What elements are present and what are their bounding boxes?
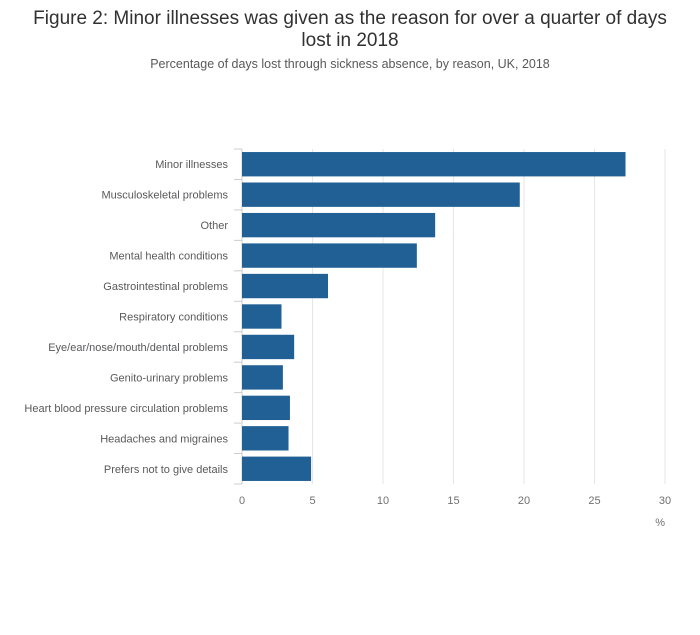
category-label: Respiratory conditions: [119, 312, 228, 324]
bar: [242, 182, 520, 207]
bar: [242, 426, 289, 451]
category-label: Genito-urinary problems: [110, 372, 228, 384]
chart-subtitle: Percentage of days lost through sickness…: [150, 57, 550, 71]
bar: [242, 243, 417, 268]
x-tick-label: 0: [239, 495, 245, 507]
x-axis-unit-label: %: [655, 517, 665, 529]
bar: [242, 365, 283, 390]
category-label: Headaches and migraines: [100, 433, 228, 445]
chart-title: Figure 2: Minor illnesses was given as t…: [33, 8, 667, 51]
x-tick-label: 10: [377, 495, 389, 507]
bar: [242, 395, 290, 421]
bar: [242, 152, 626, 177]
category-label: Mental health conditions: [109, 251, 228, 263]
category-label: Gastrointestinal problems: [103, 281, 228, 293]
bar: [242, 273, 329, 299]
x-tick-labels: 0 5 10 15 20 25 30: [239, 495, 671, 507]
x-tick-label: 20: [518, 495, 530, 507]
category-label: Heart blood pressure circulation problem…: [24, 403, 228, 415]
x-tick-label: 25: [588, 495, 600, 507]
category-labels: Minor illnesses Musculoskeletal problems O…: [24, 159, 228, 476]
bars: [242, 152, 626, 481]
bar: [242, 334, 295, 360]
x-tick-label: 15: [447, 495, 459, 507]
category-label: Other: [200, 220, 228, 232]
category-label: Eye/ear/nose/mouth/dental problems: [48, 342, 228, 354]
bar: [242, 212, 436, 238]
category-label: Minor illnesses: [155, 159, 228, 171]
x-tick-label: 30: [659, 495, 671, 507]
x-tick-label: 5: [309, 495, 315, 507]
bar: [242, 304, 282, 329]
category-label: Musculoskeletal problems: [101, 190, 228, 202]
category-label: Prefers not to give details: [104, 464, 229, 476]
bar: [242, 456, 312, 481]
